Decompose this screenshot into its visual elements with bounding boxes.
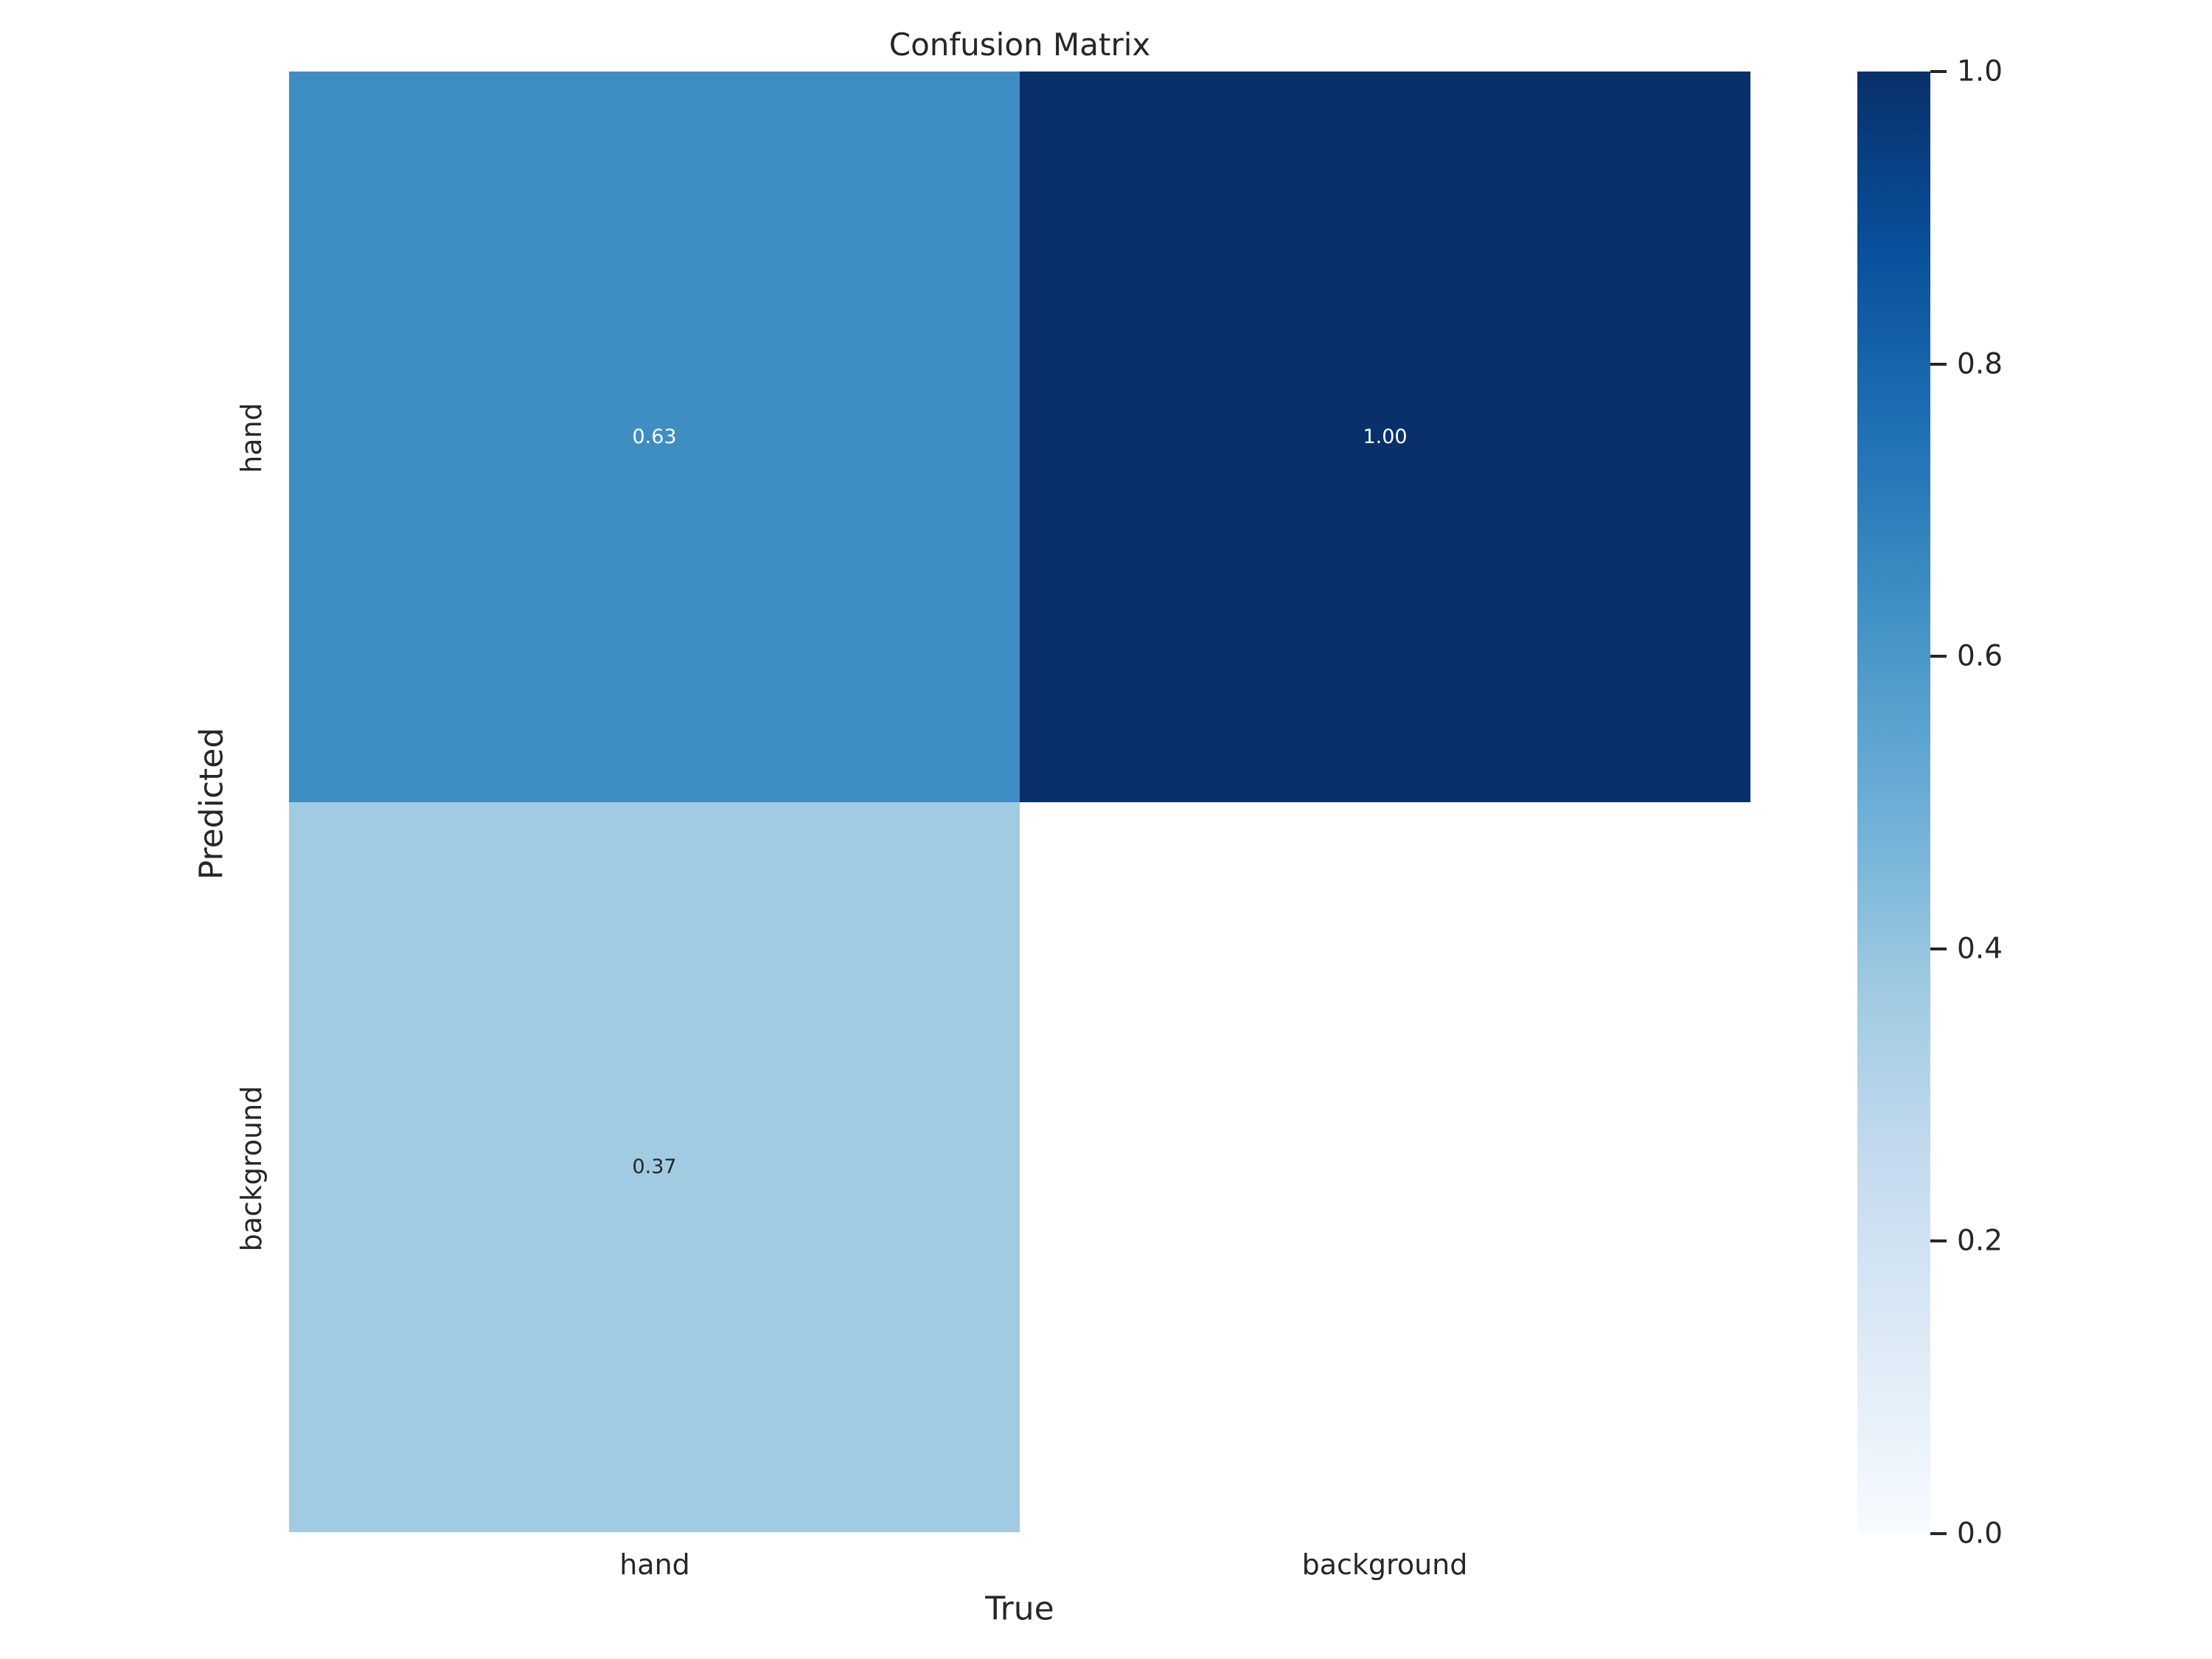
colorbar-tick-mark (1930, 1532, 1947, 1535)
y-tick-background: background (235, 1085, 268, 1252)
colorbar (1857, 72, 1930, 1534)
cell-annotation: 0.37 (632, 1155, 677, 1179)
x-tick-background: background (1301, 1548, 1468, 1581)
heatmap-cell-hand-background: 1.00 (1020, 72, 1750, 802)
colorbar-tick-label: 0.2 (1957, 1224, 2003, 1258)
y-axis-label: Predicted (192, 727, 231, 880)
x-tick-hand: hand (619, 1548, 690, 1581)
colorbar-tick-label: 0.6 (1957, 639, 2003, 673)
heatmap-cell-background-background (1020, 801, 1750, 1532)
cell-annotation: 0.63 (632, 425, 677, 448)
colorbar-tick-mark (1930, 1239, 1947, 1242)
heatmap: 0.63 1.00 0.37 (289, 72, 1750, 1532)
heatmap-cell-hand-hand: 0.63 (289, 72, 1020, 802)
colorbar-tick-label: 0.4 (1957, 932, 2003, 966)
cell-annotation: 1.00 (1363, 425, 1408, 448)
heatmap-cell-background-hand: 0.37 (289, 801, 1020, 1532)
colorbar-tick-mark (1930, 70, 1947, 73)
colorbar-tick-label: 0.8 (1957, 347, 2003, 381)
colorbar-tick-label: 0.0 (1957, 1517, 2003, 1551)
colorbar-tick-mark (1930, 947, 1947, 950)
colorbar-tick-mark (1930, 655, 1947, 658)
y-tick-hand: hand (235, 403, 268, 473)
colorbar-tick-label: 1.0 (1957, 55, 2003, 88)
x-axis-label: True (985, 1590, 1054, 1628)
colorbar-tick-mark (1930, 363, 1947, 366)
chart-title: Confusion Matrix (888, 27, 1151, 63)
